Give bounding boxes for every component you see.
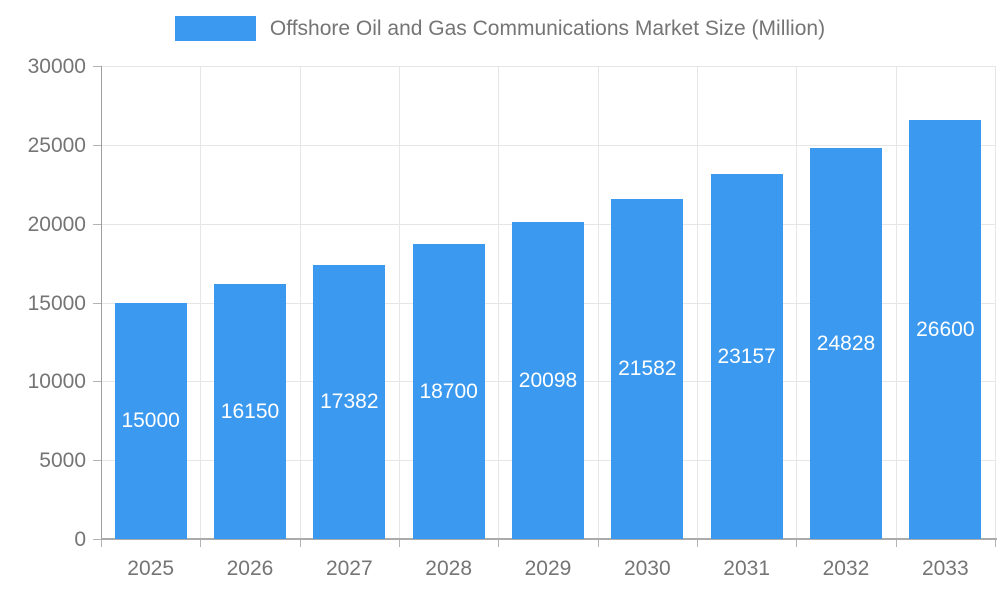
v-gridline: [597, 66, 599, 539]
h-gridline: [101, 144, 995, 146]
bar-value-label: 17382: [320, 390, 379, 414]
v-gridline: [399, 66, 400, 539]
v-gridline: [796, 66, 798, 539]
bar: 20098: [512, 222, 584, 539]
y-tick: [93, 66, 101, 67]
y-tick-label: 30000: [27, 55, 86, 78]
x-tick: [299, 539, 301, 547]
bar-value-label: 15000: [121, 409, 180, 433]
x-tick: [895, 539, 897, 547]
x-category-label: 2030: [623, 557, 671, 580]
h-gridline: [101, 66, 995, 67]
bar: 23157: [710, 173, 783, 539]
x-category-label: 2029: [524, 557, 572, 580]
bar-value-label: 20098: [518, 369, 578, 393]
x-tick: [995, 539, 996, 547]
y-axis-line: [101, 66, 102, 539]
y-tick: [93, 381, 101, 383]
y-tick-label: 25000: [27, 133, 86, 157]
y-tick: [93, 223, 101, 225]
y-tick-label: 5000: [39, 449, 86, 473]
x-tick: [597, 539, 599, 547]
bar: 18700: [412, 244, 485, 539]
bar-value-label: 21582: [618, 357, 677, 381]
v-gridline: [895, 66, 897, 539]
x-category-label: 2026: [226, 557, 274, 580]
bar: 24828: [810, 147, 882, 539]
chart-legend: Offshore Oil and Gas Communications Mark…: [0, 16, 1000, 41]
x-category-label: 2032: [822, 557, 870, 580]
v-gridline: [995, 66, 996, 539]
y-tick: [93, 539, 101, 540]
y-tick-label: 10000: [27, 370, 86, 394]
v-gridline: [498, 66, 500, 539]
bar-value-label: 23157: [717, 344, 776, 368]
x-tick: [101, 539, 102, 547]
y-tick-label: 0: [74, 528, 86, 551]
v-gridline: [697, 66, 698, 539]
x-category-label: 2033: [921, 557, 969, 580]
bar-value-label: 18700: [419, 380, 478, 404]
x-category-label: 2027: [325, 557, 373, 580]
x-tick: [498, 539, 500, 547]
x-tick: [697, 539, 698, 547]
legend-color-swatch: [174, 16, 256, 41]
y-tick: [93, 302, 101, 304]
bar: 21582: [611, 198, 684, 539]
y-tick-label: 15000: [27, 291, 86, 315]
bar-value-label: 26600: [916, 317, 975, 341]
bar-value-label: 24828: [816, 331, 876, 355]
bar: 26600: [909, 119, 982, 539]
y-tick-label: 20000: [27, 212, 86, 236]
y-tick: [93, 144, 101, 146]
v-gridline: [200, 66, 202, 539]
x-category-label: 2031: [723, 557, 771, 580]
legend-series-label: Offshore Oil and Gas Communications Mark…: [269, 16, 826, 40]
y-tick: [93, 460, 101, 462]
bar: 15000: [114, 302, 187, 539]
x-tick: [200, 539, 202, 547]
x-category-label: 2025: [127, 557, 175, 580]
bar: 17382: [313, 264, 386, 539]
x-tick: [399, 539, 400, 547]
x-tick: [796, 539, 798, 547]
bar-value-label: 16150: [220, 400, 280, 424]
x-axis-line: [101, 538, 997, 540]
bar: 16150: [214, 284, 286, 539]
x-category-label: 2028: [425, 557, 473, 580]
v-gridline: [299, 66, 301, 539]
